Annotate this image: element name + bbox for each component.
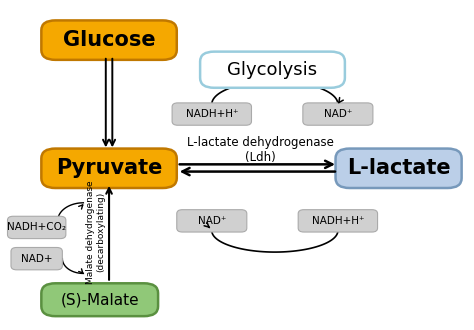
Text: NAD+: NAD+ (21, 254, 53, 264)
FancyBboxPatch shape (11, 248, 63, 270)
Text: NADH+H⁺: NADH+H⁺ (311, 216, 364, 226)
FancyBboxPatch shape (41, 20, 177, 60)
FancyBboxPatch shape (41, 148, 177, 188)
FancyBboxPatch shape (336, 148, 462, 188)
Text: Glucose: Glucose (63, 30, 155, 50)
FancyBboxPatch shape (303, 103, 373, 125)
FancyBboxPatch shape (172, 103, 252, 125)
Text: Malate dehydrogenase
(decarboxylating): Malate dehydrogenase (decarboxylating) (86, 181, 106, 284)
Text: L-lactate: L-lactate (347, 158, 450, 178)
FancyBboxPatch shape (298, 210, 378, 232)
Text: NADH+CO₂: NADH+CO₂ (7, 222, 66, 232)
Text: NAD⁺: NAD⁺ (324, 109, 352, 119)
Text: NADH+H⁺: NADH+H⁺ (185, 109, 238, 119)
Text: (S)-Malate: (S)-Malate (60, 292, 139, 307)
FancyBboxPatch shape (200, 51, 345, 88)
Text: Pyruvate: Pyruvate (56, 158, 162, 178)
FancyBboxPatch shape (177, 210, 247, 232)
Text: L-lactate dehydrogenase
(Ldh): L-lactate dehydrogenase (Ldh) (187, 136, 334, 164)
Text: NAD⁺: NAD⁺ (198, 216, 226, 226)
FancyBboxPatch shape (41, 283, 158, 316)
FancyBboxPatch shape (8, 216, 66, 239)
Text: Glycolysis: Glycolysis (228, 61, 318, 79)
